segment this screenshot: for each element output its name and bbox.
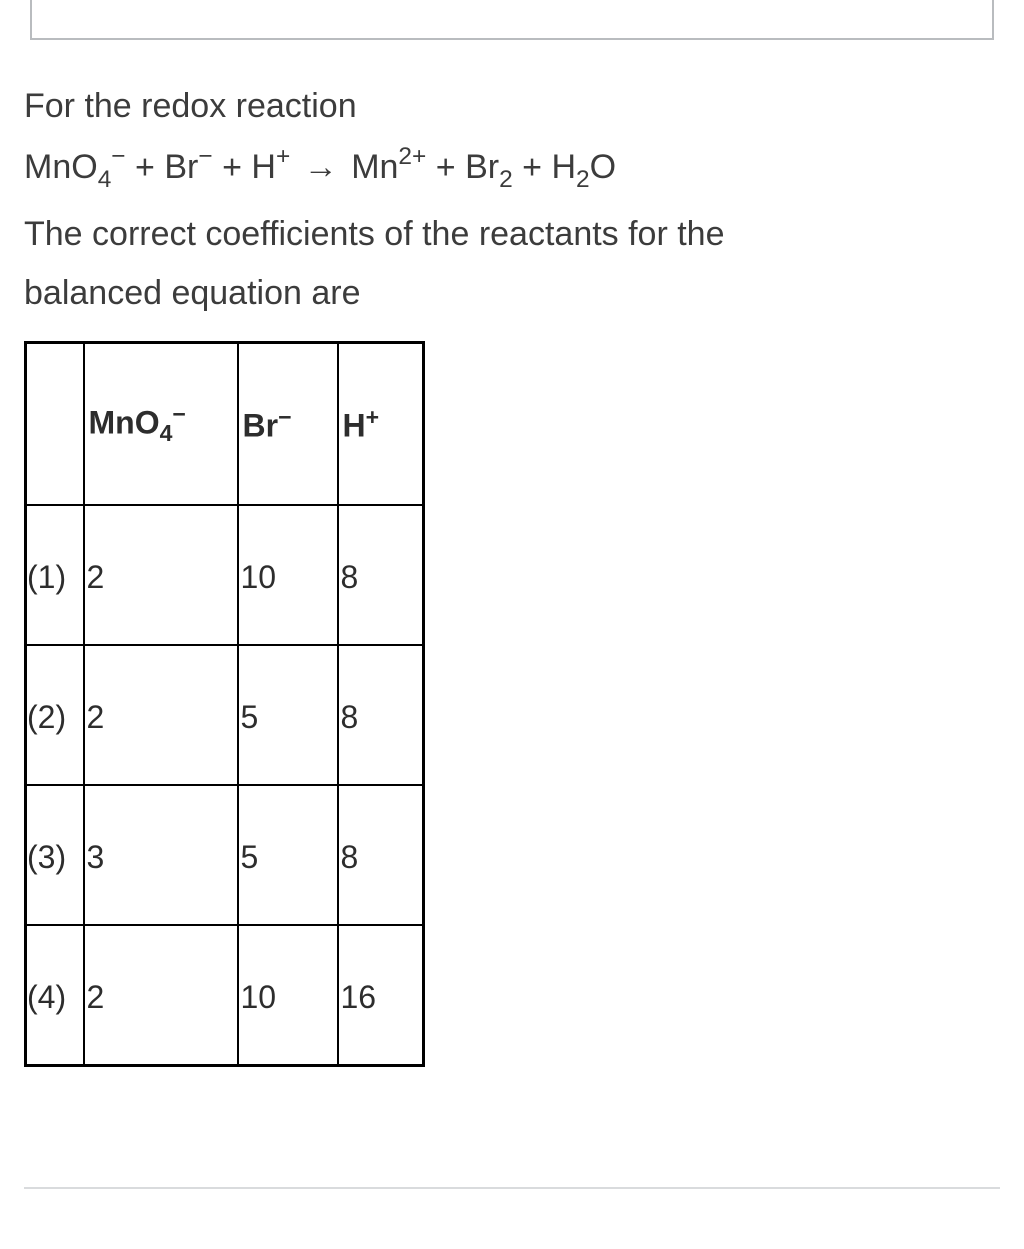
cell-mno4: 3 [84, 785, 238, 925]
cell-h: 8 [338, 505, 424, 645]
cell-br: 5 [238, 785, 338, 925]
question-intro: For the redox reaction [24, 80, 1000, 133]
bottom-divider [24, 1187, 1000, 1189]
table-header-row: MnO4− Br− H+ [26, 343, 424, 506]
table-header-mno4: MnO4− [84, 343, 238, 506]
cell-br: 10 [238, 505, 338, 645]
species-br-minus: Br− [164, 148, 222, 186]
option-index: (4) [26, 925, 84, 1066]
cell-mno4: 2 [84, 925, 238, 1066]
species-mn2plus: Mn2+ [351, 148, 436, 186]
table-row[interactable]: (3) 3 5 8 [26, 785, 424, 925]
table-header-br: Br− [238, 343, 338, 506]
text-input-frame [30, 0, 994, 40]
arrow-icon: → [300, 148, 342, 186]
plus-2: + [222, 148, 251, 186]
table-row[interactable]: (4) 2 10 16 [26, 925, 424, 1066]
plus-4: + [522, 148, 551, 186]
species-br2: Br2 [465, 148, 522, 186]
plus-1: + [135, 148, 164, 186]
species-mno4: MnO4− [24, 148, 135, 186]
cell-mno4: 2 [84, 645, 238, 785]
question-prompt-line2: balanced equation are [24, 267, 1000, 320]
table-row[interactable]: (2) 2 5 8 [26, 645, 424, 785]
plus-3: + [436, 148, 465, 186]
redox-equation: MnO4− + Br− + H+ → Mn2+ + Br2 + H2O [24, 139, 1000, 198]
question-prompt-line1: The correct coefficients of the reactant… [24, 208, 1000, 261]
cell-mno4: 2 [84, 505, 238, 645]
option-index: (1) [26, 505, 84, 645]
option-index: (3) [26, 785, 84, 925]
cell-h: 8 [338, 785, 424, 925]
cell-br: 5 [238, 645, 338, 785]
cell-h: 16 [338, 925, 424, 1066]
cell-br: 10 [238, 925, 338, 1066]
coefficients-table: MnO4− Br− H+ (1) 2 10 [24, 341, 425, 1067]
species-h-plus: H+ [251, 148, 299, 186]
table-body: (1) 2 10 8 (2) 2 5 8 (3) 3 5 8 (4) 2 10 [26, 505, 424, 1066]
option-index: (2) [26, 645, 84, 785]
species-h2o: H2O [551, 148, 616, 186]
table-header-blank [26, 343, 84, 506]
question-page: For the redox reaction MnO4− + Br− + H+ … [0, 0, 1024, 1249]
table-row[interactable]: (1) 2 10 8 [26, 505, 424, 645]
table-header-h: H+ [338, 343, 424, 506]
cell-h: 8 [338, 645, 424, 785]
